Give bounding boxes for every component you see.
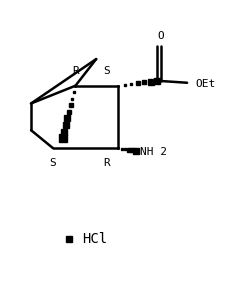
Text: S: S [104,66,111,76]
Text: HCl: HCl [82,232,108,246]
Text: R: R [104,158,111,168]
Text: R: R [72,66,79,76]
Text: O: O [157,31,164,41]
Text: OEt: OEt [195,79,215,89]
Text: NH 2: NH 2 [140,147,167,157]
Text: S: S [49,158,56,168]
